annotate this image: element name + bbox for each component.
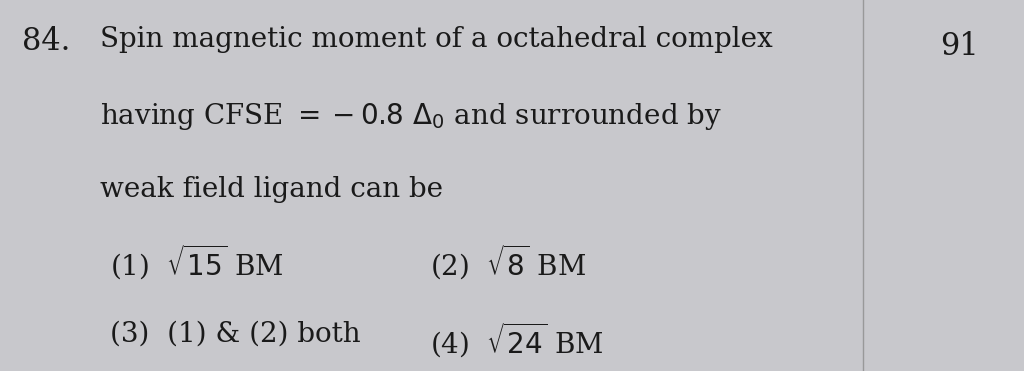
Text: 84.: 84.: [22, 26, 71, 57]
Text: (3)  (1) & (2) both: (3) (1) & (2) both: [110, 321, 360, 348]
Text: having CFSE $= -0.8\ \Delta_0$ and surrounded by: having CFSE $= -0.8\ \Delta_0$ and surro…: [100, 101, 722, 132]
Text: (1)  $\sqrt{15}$ BM: (1) $\sqrt{15}$ BM: [110, 243, 284, 282]
Text: 91: 91: [941, 31, 979, 62]
Text: weak field ligand can be: weak field ligand can be: [100, 176, 443, 203]
Text: (4)  $\sqrt{24}$ BM: (4) $\sqrt{24}$ BM: [430, 321, 604, 360]
Text: Spin magnetic moment of a octahedral complex: Spin magnetic moment of a octahedral com…: [100, 26, 773, 53]
Text: (2)  $\sqrt{8}$ BM: (2) $\sqrt{8}$ BM: [430, 243, 586, 282]
